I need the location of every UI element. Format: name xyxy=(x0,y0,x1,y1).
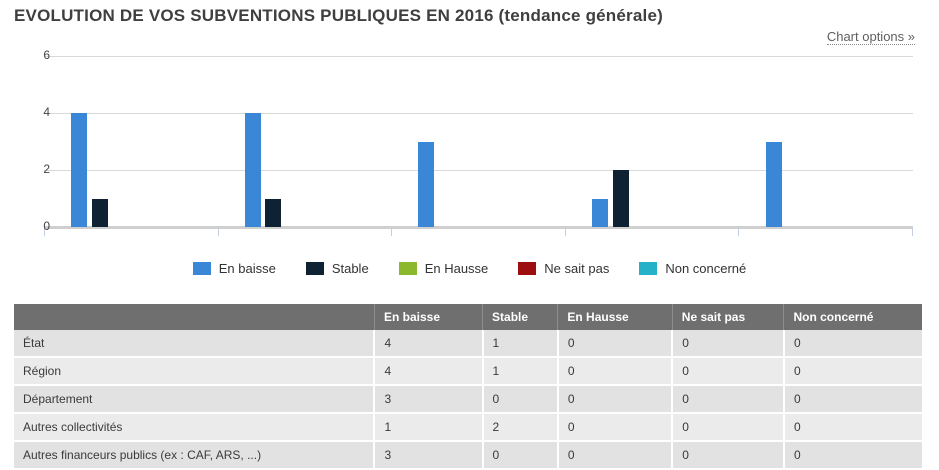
row-value: 0 xyxy=(556,357,673,386)
category-cell-2 xyxy=(218,56,392,227)
chart-legend: En baisse Stable En Hausse Ne sait pas Non c… xyxy=(14,258,925,278)
chart-plot-area xyxy=(44,56,913,236)
x-axis-baseline xyxy=(44,226,913,229)
legend-item-ne-sait-pas[interactable]: Ne sait pas xyxy=(518,261,609,276)
row-value: 0 xyxy=(782,357,922,386)
bar-en-baisse-4 xyxy=(592,198,609,227)
row-value: 0 xyxy=(481,385,558,414)
legend-item-non-concern-[interactable]: Non concerné xyxy=(639,261,746,276)
category-cell-3 xyxy=(392,56,566,227)
y-axis-tick-label: 2 xyxy=(43,162,50,176)
chart-categories xyxy=(44,56,913,227)
gridline-y-2 xyxy=(44,170,913,171)
row-value: 4 xyxy=(373,330,483,358)
row-value: 0 xyxy=(671,441,784,470)
x-axis-ticks xyxy=(44,228,913,236)
table-header-non-concern-: Non concerné xyxy=(783,304,922,330)
y-axis-tick-label: 0 xyxy=(43,219,50,233)
legend-swatch-icon xyxy=(305,261,324,275)
category-cell-1 xyxy=(44,56,218,227)
table-header-stable: Stable xyxy=(482,304,558,330)
row-value: 0 xyxy=(782,385,922,414)
y-axis-tick-label: 6 xyxy=(43,48,50,62)
x-axis-tick xyxy=(217,228,392,236)
x-axis-tick xyxy=(738,228,913,236)
legend-label: En baisse xyxy=(218,260,276,276)
row-value: 0 xyxy=(556,385,673,414)
legend-swatch-icon xyxy=(192,261,211,275)
table-header-row: En baisse Stable En Hausse Ne sait pas Non c… xyxy=(14,304,922,330)
table-header-ne-sait-pas: Ne sait pas xyxy=(671,304,784,330)
table-header-empty xyxy=(14,304,375,330)
legend-label: Ne sait pas xyxy=(544,260,610,276)
row-value: 1 xyxy=(373,413,483,442)
row-label: Autres collectivités xyxy=(14,413,375,442)
bar-en-baisse-2 xyxy=(244,113,261,227)
legend-item-en-hausse[interactable]: En Hausse xyxy=(398,260,489,276)
legend-label: Non concerné xyxy=(665,260,747,276)
bar-stable-1 xyxy=(91,198,108,227)
y-axis-tick-label: 4 xyxy=(43,105,50,119)
row-value: 0 xyxy=(556,413,673,442)
gridline-y-4 xyxy=(44,113,913,114)
row-value: 0 xyxy=(556,441,673,470)
x-axis-tick xyxy=(44,228,218,236)
row-label: Région xyxy=(14,357,375,386)
row-value: 0 xyxy=(671,330,784,358)
legend-item-en-baisse[interactable]: En baisse xyxy=(192,260,276,276)
category-cell-5 xyxy=(739,56,913,227)
row-value: 0 xyxy=(782,441,922,470)
row-value: 0 xyxy=(782,330,922,358)
category-cell-4 xyxy=(565,56,739,227)
row-value: 0 xyxy=(671,385,784,414)
bar-stable-4 xyxy=(613,170,629,227)
row-value: 0 xyxy=(671,413,784,442)
legend-label: Stable xyxy=(331,260,369,276)
legend-swatch-icon xyxy=(518,261,537,275)
table-row: Région 4 1 0 0 0 xyxy=(14,357,922,386)
row-label: Autres financeurs publics (ex : CAF, ARS… xyxy=(14,441,375,470)
row-label: État xyxy=(14,330,375,358)
bar-en-baisse-3 xyxy=(418,141,435,227)
row-value: 1 xyxy=(481,330,558,358)
gridline-y-6 xyxy=(44,56,913,57)
table-row: Autres collectivités 1 2 0 0 0 xyxy=(14,413,922,442)
row-value: 0 xyxy=(556,330,673,358)
row-label: Département xyxy=(14,385,375,414)
legend-swatch-icon xyxy=(639,261,658,275)
row-value: 2 xyxy=(481,413,558,442)
row-value: 1 xyxy=(481,357,558,386)
x-axis-tick xyxy=(391,228,565,236)
legend-label: En Hausse xyxy=(424,260,489,276)
table-row: Département 3 0 0 0 0 xyxy=(14,385,922,414)
bar-stable-2 xyxy=(265,198,282,227)
page-title: EVOLUTION DE VOS SUBVENTIONS PUBLIQUES E… xyxy=(14,6,663,25)
bar-en-baisse-1 xyxy=(70,113,87,227)
chart-options-row: Chart options » xyxy=(14,28,925,45)
row-value: 3 xyxy=(373,385,483,414)
table-row: Autres financeurs publics (ex : CAF, ARS… xyxy=(14,441,922,470)
chart-options-link[interactable]: Chart options » xyxy=(826,29,915,45)
row-value: 0 xyxy=(481,441,558,470)
row-value: 3 xyxy=(373,441,483,470)
row-value: 4 xyxy=(373,357,483,386)
table-header-en-hausse: En Hausse xyxy=(557,304,673,330)
row-value: 0 xyxy=(671,357,784,386)
legend-swatch-icon xyxy=(398,261,417,275)
bar-en-baisse-5 xyxy=(765,141,782,227)
row-value: 0 xyxy=(782,413,922,442)
x-axis-tick xyxy=(564,228,739,236)
table-header-en-baisse: En baisse xyxy=(373,304,483,330)
table-row: État 4 1 0 0 0 xyxy=(14,330,922,358)
legend-item-stable[interactable]: Stable xyxy=(305,260,369,276)
statistics-table: En baisse Stable En Hausse Ne sait pas Non c… xyxy=(14,304,922,470)
bar-chart: 0 2 4 6 xyxy=(14,48,925,244)
